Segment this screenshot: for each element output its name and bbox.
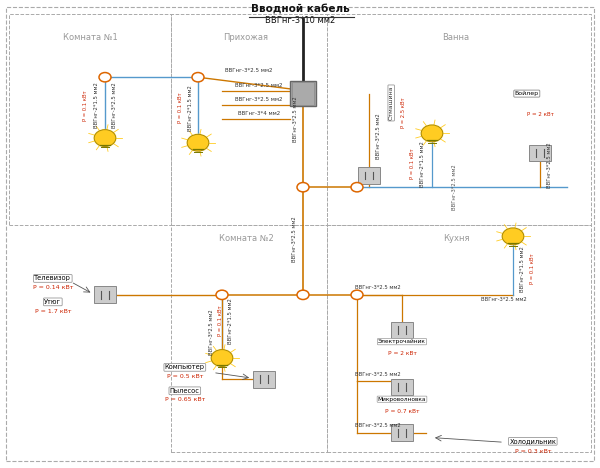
Text: P = 0.65 кВт: P = 0.65 кВт (164, 397, 205, 402)
Text: ВВГнг-3*10 мм2: ВВГнг-3*10 мм2 (265, 16, 335, 25)
Text: P = 2 кВт: P = 2 кВт (527, 112, 553, 117)
FancyBboxPatch shape (391, 424, 413, 441)
Text: P = 0.7 кВт: P = 0.7 кВт (385, 409, 419, 414)
Text: Прихожая: Прихожая (223, 33, 269, 42)
Text: ВВГнг-3*2.5 мм2: ВВГнг-3*2.5 мм2 (292, 216, 296, 262)
Text: ВВГнг-2*1.5 мм2: ВВГнг-2*1.5 мм2 (94, 82, 98, 128)
Text: Компьютер: Компьютер (165, 365, 205, 370)
FancyBboxPatch shape (94, 286, 116, 303)
Text: ВВГнг-3*2.5 мм2: ВВГнг-3*2.5 мм2 (376, 113, 380, 159)
Text: ВВГнг-3*2.5 мм2: ВВГнг-3*2.5 мм2 (355, 285, 401, 290)
Text: ВВГнг-3*4 мм2: ВВГнг-3*4 мм2 (238, 110, 280, 116)
Text: P = 2 кВт: P = 2 кВт (388, 351, 416, 356)
Text: ВВГнг-3*2.5 мм2: ВВГнг-3*2.5 мм2 (225, 67, 273, 73)
Text: Вводной кабель: Вводной кабель (251, 5, 349, 15)
Text: ВВГнг-3*2.5 мм2: ВВГнг-3*2.5 мм2 (452, 164, 457, 210)
Text: P = 0.1 кВт: P = 0.1 кВт (178, 92, 182, 123)
Text: Холодильник: Холодильник (509, 439, 556, 444)
Text: ВВГнг-3*2.5 мм2: ВВГнг-3*2.5 мм2 (355, 423, 401, 428)
Text: ВВГнг-3*2.5 мм2: ВВГнг-3*2.5 мм2 (547, 142, 552, 188)
Text: ВВГнг-3*2.5 мм2: ВВГнг-3*2.5 мм2 (355, 372, 401, 377)
Text: Пылесос: Пылесос (170, 388, 200, 394)
Text: P = 0.14 кВт: P = 0.14 кВт (32, 285, 73, 290)
Text: ВВГнг-3*2.5 мм2: ВВГнг-3*2.5 мм2 (112, 82, 116, 128)
Text: Комната №2: Комната №2 (218, 234, 274, 243)
Text: P = 0.3 кВт: P = 0.3 кВт (515, 449, 551, 454)
Text: Микроволновка: Микроволновка (378, 397, 426, 402)
Text: P = 0.1 кВт: P = 0.1 кВт (530, 254, 535, 285)
Circle shape (502, 228, 524, 245)
Circle shape (187, 134, 209, 151)
Circle shape (216, 290, 228, 300)
Text: Ванна: Ванна (442, 33, 470, 42)
Text: ВВГнг-3*2.5 мм2: ВВГнг-3*2.5 мм2 (235, 96, 283, 102)
Text: Кухня: Кухня (443, 234, 469, 243)
Circle shape (351, 290, 363, 300)
Text: ВВГнг-2*1.5 мм2: ВВГнг-2*1.5 мм2 (188, 85, 193, 131)
FancyBboxPatch shape (358, 167, 380, 184)
Circle shape (297, 183, 309, 192)
Text: ВВГнг-2*1.5 мм2: ВВГнг-2*1.5 мм2 (421, 141, 425, 187)
Text: P = 0.5 кВт: P = 0.5 кВт (167, 374, 203, 379)
Circle shape (421, 125, 443, 142)
Text: P = 0.1 кВт: P = 0.1 кВт (218, 305, 223, 336)
Circle shape (501, 227, 525, 246)
Text: Телевизор: Телевизор (34, 276, 71, 281)
Text: P = 0.1 кВт: P = 0.1 кВт (410, 148, 415, 179)
FancyBboxPatch shape (290, 81, 316, 106)
Text: ВВГнг-2*1.5 мм2: ВВГнг-2*1.5 мм2 (229, 298, 233, 344)
Text: Бойлер: Бойлер (515, 91, 539, 96)
Circle shape (99, 73, 111, 82)
Text: Электрочайник: Электрочайник (378, 339, 426, 344)
FancyBboxPatch shape (391, 379, 413, 395)
FancyBboxPatch shape (391, 322, 413, 338)
Text: ВВГнг-2*1.5 мм2: ВВГнг-2*1.5 мм2 (520, 246, 525, 292)
Text: P = 1.7 кВт: P = 1.7 кВт (35, 309, 71, 314)
Circle shape (211, 350, 233, 366)
Circle shape (420, 124, 444, 143)
FancyBboxPatch shape (253, 371, 275, 388)
Circle shape (94, 130, 116, 146)
Circle shape (351, 183, 363, 192)
Text: ВВГнг-3*2.5 мм2: ВВГнг-3*2.5 мм2 (481, 297, 527, 302)
Text: Комната №1: Комната №1 (62, 33, 118, 42)
Circle shape (93, 129, 117, 147)
Circle shape (192, 73, 204, 82)
Circle shape (186, 133, 210, 152)
Text: Утюг: Утюг (44, 299, 61, 305)
Text: ВВГнг-3*2.5 мм2: ВВГнг-3*2.5 мм2 (293, 96, 298, 142)
Text: P = 0.1 кВт: P = 0.1 кВт (83, 90, 88, 121)
FancyBboxPatch shape (529, 145, 551, 161)
Circle shape (210, 349, 234, 367)
Text: Стмашина: Стмашина (389, 86, 394, 120)
Text: P = 2.5 кВт: P = 2.5 кВт (401, 97, 406, 128)
Text: ВВГнг-3*2.5 мм2: ВВГнг-3*2.5 мм2 (235, 82, 283, 88)
Circle shape (297, 290, 309, 300)
Text: ВВГнг-3*2.5 мм2: ВВГнг-3*2.5 мм2 (209, 309, 214, 355)
